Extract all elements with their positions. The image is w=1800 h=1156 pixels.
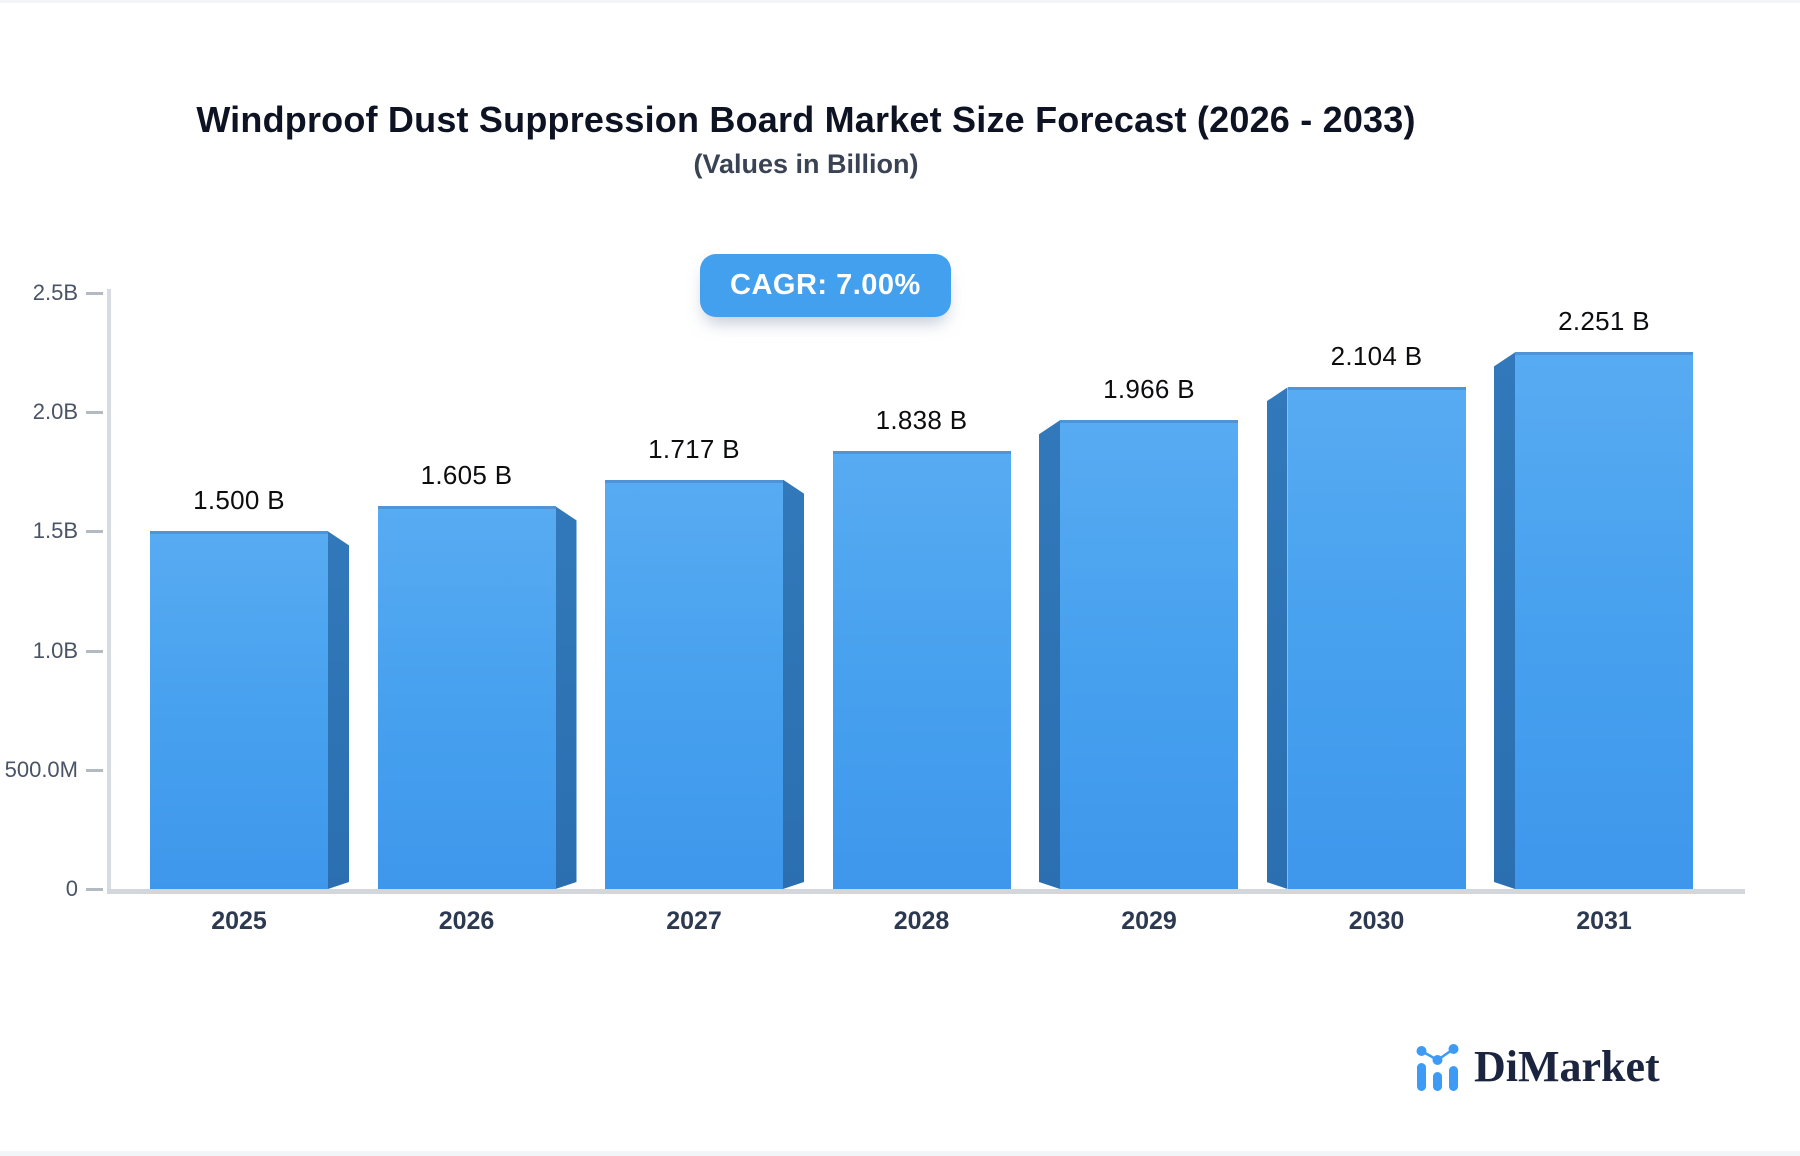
chart-title: Windproof Dust Suppression Board Market …	[196, 99, 1416, 140]
bar-2029[interactable]	[1060, 420, 1238, 889]
bar-value-label-2029: 1.966 B	[1103, 374, 1195, 405]
y-tick-label: 0	[65, 876, 78, 901]
y-tick-label: 1.5B	[32, 518, 78, 544]
bar-value-label-2026: 1.605 B	[420, 460, 513, 491]
y-axis-line	[107, 289, 111, 893]
bar-2027[interactable]	[605, 479, 783, 889]
bar-value-label-2030: 2.104 B	[1330, 341, 1423, 372]
y-tick-label: 2.5B	[32, 280, 78, 305]
bar-value-label-2025: 1.500 B	[193, 485, 285, 516]
brand-logo-text: DiMarket	[1474, 1042, 1660, 1091]
bar-2027-side	[783, 480, 804, 889]
x-axis-label-2027: 2027	[666, 907, 722, 935]
bar-value-label-2027: 1.717 B	[648, 433, 740, 464]
bar-2031-side	[1494, 352, 1515, 889]
bar-2025-side	[328, 531, 349, 889]
bar-2026-side	[556, 506, 577, 889]
y-tick-label: 2.0B	[32, 399, 78, 425]
y-tick-label: 1.0B	[32, 637, 78, 663]
bar-2028[interactable]	[832, 450, 1011, 889]
y-tick-mark	[86, 768, 103, 772]
y-tick-mark	[86, 530, 103, 534]
x-axis-label-2031: 2031	[1576, 907, 1632, 935]
bar-2030-side	[1267, 387, 1288, 889]
bar-value-label-2028: 1.838 B	[875, 404, 968, 435]
brand-logo: DiMarket	[1414, 1041, 1660, 1093]
x-axis-label-2030: 2030	[1348, 907, 1405, 935]
y-tick-mark	[86, 649, 103, 653]
y-tick-label: 500.0M	[4, 756, 78, 782]
bar-2031[interactable]	[1515, 352, 1693, 889]
bar-2025[interactable]	[150, 531, 328, 889]
x-axis-label-2029: 2029	[1121, 907, 1177, 935]
y-tick-mark	[86, 411, 103, 415]
bar-value-label-2031: 2.251 B	[1558, 306, 1650, 337]
mini-bar-chart-icon	[1416, 1044, 1459, 1091]
bar-2029-side	[1039, 420, 1060, 889]
cagr-badge: CAGR: 7.00%	[700, 254, 951, 317]
x-axis-label-2025: 2025	[211, 907, 267, 935]
chart-subtitle: (Values in Billion)	[693, 149, 919, 179]
x-axis-line	[107, 889, 1745, 894]
bar-2030[interactable]	[1287, 387, 1466, 889]
x-axis-label-2028: 2028	[893, 907, 950, 935]
y-tick-mark	[86, 292, 103, 295]
bar-2026[interactable]	[377, 506, 556, 889]
y-tick-mark	[86, 888, 103, 891]
x-axis-label-2026: 2026	[438, 907, 495, 935]
